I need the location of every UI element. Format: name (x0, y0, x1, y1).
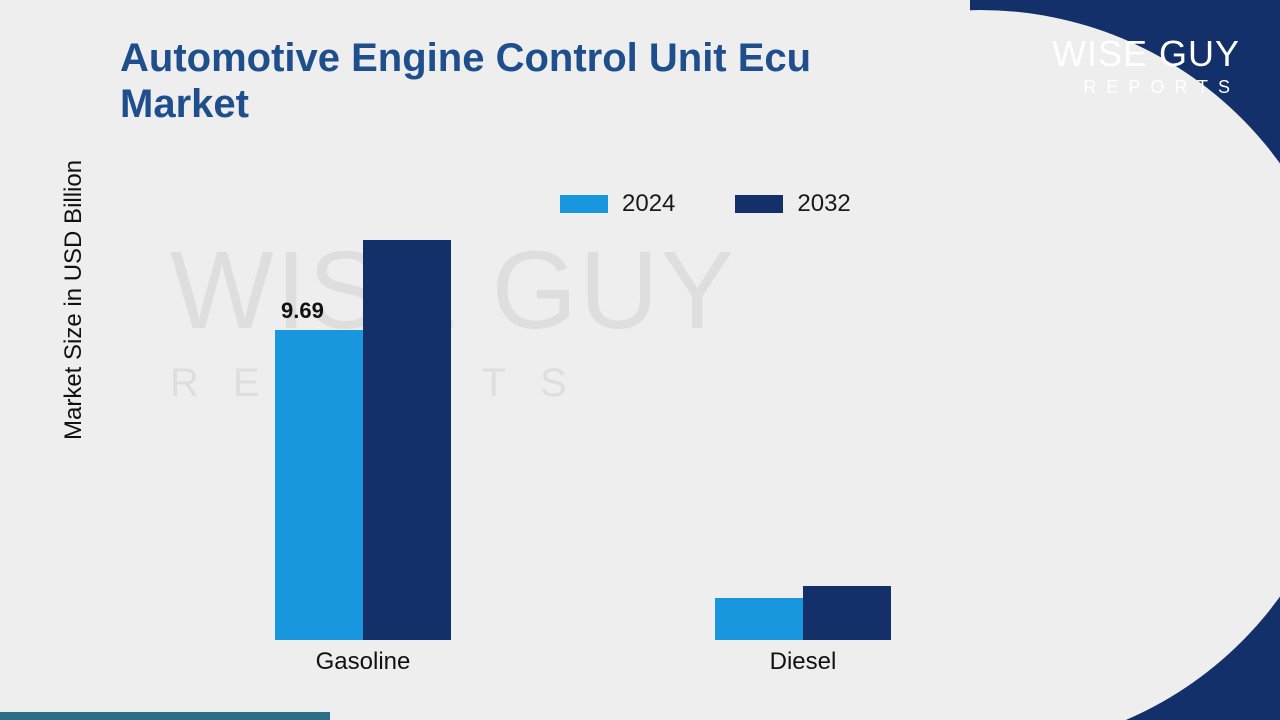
legend-item: 2032 (735, 190, 850, 218)
brand-line2: REPORTS (1052, 78, 1240, 96)
legend-item: 2024 (560, 190, 675, 218)
legend-swatch (560, 195, 608, 213)
bar (275, 330, 363, 640)
brand-logo: WISE GUY REPORTS (1052, 36, 1240, 96)
legend-label: 2032 (797, 190, 850, 218)
bar (715, 598, 803, 640)
y-axis-label: Market Size in USD Billion (60, 160, 88, 440)
category-label: Gasoline (275, 648, 451, 676)
footer-accent (0, 712, 330, 720)
legend-label: 2024 (622, 190, 675, 218)
category-label: Diesel (715, 648, 891, 676)
brand-line1: WISE GUY (1052, 36, 1240, 72)
legend: 2024 2032 (560, 190, 851, 218)
chart-canvas: WISE GUY REPORTS Automotive Engine Contr… (0, 0, 1280, 720)
chart-title: Automotive Engine Control Unit Ecu Marke… (120, 35, 900, 127)
plot-area: 9.69 Gasoline Diesel (100, 240, 920, 680)
bar-value-label: 9.69 (281, 298, 324, 324)
bar (803, 586, 891, 640)
bar (363, 240, 451, 640)
legend-swatch (735, 195, 783, 213)
